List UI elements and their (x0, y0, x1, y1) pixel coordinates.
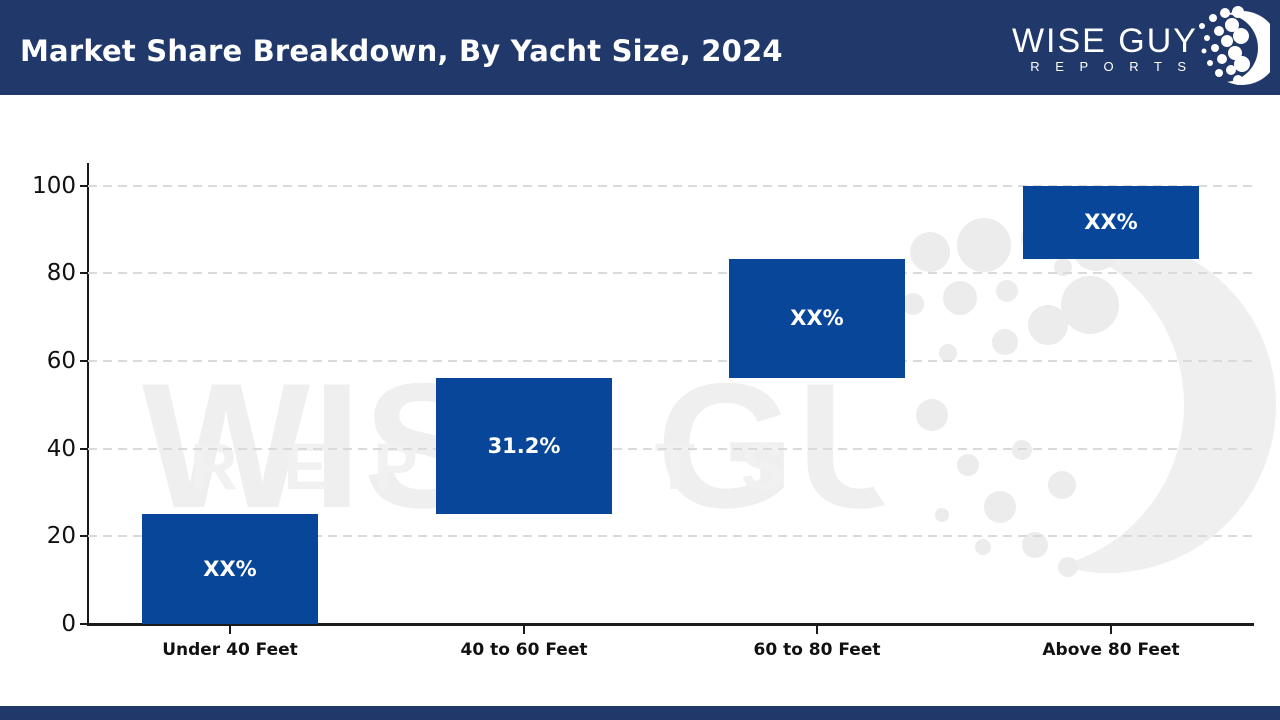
y-tick-label: 0 (61, 611, 76, 637)
y-tick-mark (80, 184, 88, 187)
y-tick-mark (80, 359, 88, 362)
bar-value-label: 31.2% (487, 433, 561, 458)
brand-subtext: R E P O R T S (1030, 59, 1192, 74)
bar-value-label: XX% (1084, 210, 1138, 235)
watermark-face-dots (852, 218, 1276, 577)
y-tick-label: 100 (32, 172, 76, 199)
bar-segment (142, 514, 318, 624)
gridline (88, 447, 1256, 450)
y-tick-label: 20 (46, 523, 76, 550)
x-category-label: 40 to 60 Feet (460, 640, 588, 660)
page-title: Market Share Breakdown, By Yacht Size, 2… (20, 34, 783, 68)
bar-segment (436, 377, 612, 515)
y-tick-label: 60 (46, 347, 76, 374)
gridline (88, 272, 1256, 275)
gridline (88, 535, 1256, 538)
bar-segment (729, 259, 905, 378)
x-category-label: Under 40 Feet (162, 640, 298, 660)
y-tick-mark (80, 447, 88, 450)
y-tick-mark (80, 535, 88, 538)
brand-wordmark: WISE GUY (1011, 22, 1198, 60)
y-axis-spine (87, 163, 89, 625)
x-tick-mark (229, 626, 231, 634)
x-tick-mark (1110, 626, 1112, 634)
header-bar: Market Share Breakdown, By Yacht Size, 2… (0, 0, 1280, 95)
gridline (88, 184, 1256, 187)
bar-segment (1023, 185, 1199, 260)
bar-value-label: XX% (790, 306, 844, 331)
y-tick-mark (80, 623, 88, 625)
x-category-label: 60 to 80 Feet (753, 640, 881, 660)
x-category-label: Above 80 Feet (1042, 640, 1180, 660)
brand-logo: WISE GUY R E P O R T S (1010, 0, 1270, 95)
y-tick-label: 80 (46, 260, 76, 287)
x-tick-mark (523, 626, 525, 634)
face-profile-icon (1192, 6, 1270, 85)
y-tick-mark (80, 272, 88, 275)
x-axis-spine (87, 623, 1254, 626)
gridline (88, 359, 1256, 362)
bar-value-label: XX% (203, 557, 257, 582)
y-tick-label: 40 (46, 435, 76, 462)
x-tick-mark (816, 626, 818, 634)
footer-bar (0, 706, 1280, 720)
